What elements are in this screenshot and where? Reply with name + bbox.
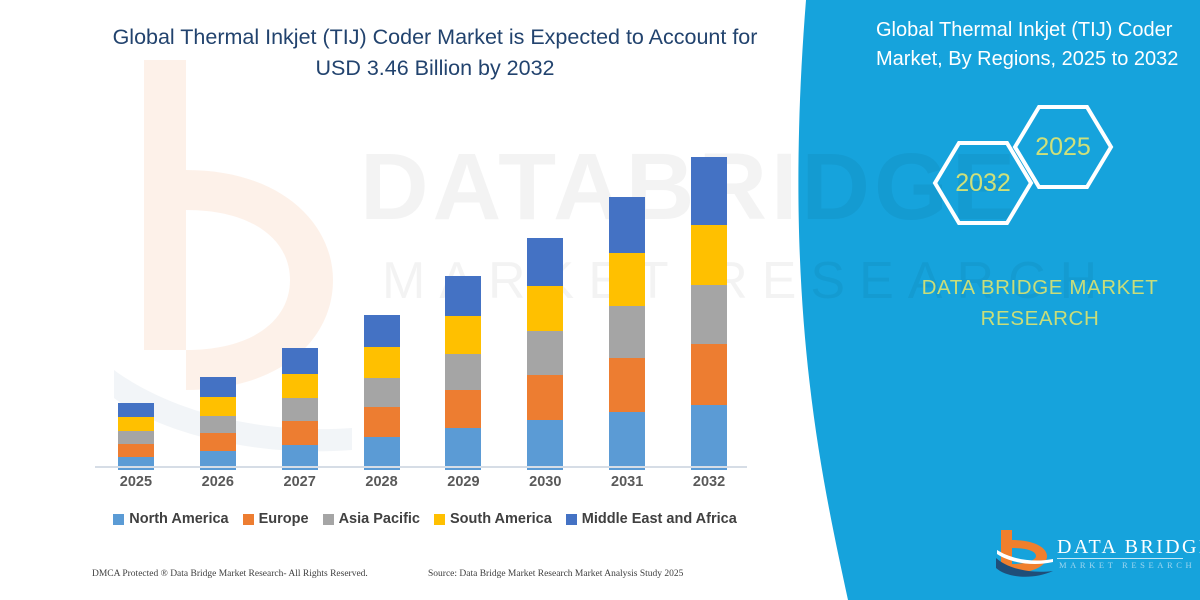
bar-segment-europe bbox=[445, 390, 482, 428]
legend-item-north-america[interactable]: North America bbox=[113, 511, 229, 527]
bar-segment-north-america bbox=[281, 445, 318, 470]
hexagon-2032-label: 2032 bbox=[955, 169, 1011, 197]
legend-swatch-icon bbox=[322, 513, 334, 525]
footer-source: Source: Data Bridge Market Research Mark… bbox=[428, 569, 684, 579]
footer: DMCA Protected ® Data Bridge Market Rese… bbox=[0, 569, 790, 589]
x-axis-label-2027: 2027 bbox=[283, 474, 316, 490]
bar-segment-south-america bbox=[117, 417, 154, 431]
legend-label: Middle East and Africa bbox=[581, 511, 737, 527]
x-axis-line bbox=[95, 466, 747, 468]
bar-segment-europe bbox=[117, 444, 154, 457]
x-axis-label-2025: 2025 bbox=[119, 474, 153, 490]
bar-segment-asia-pacific bbox=[691, 285, 728, 344]
legend-swatch-icon bbox=[242, 513, 254, 525]
legend-item-asia-pacific[interactable]: Asia Pacific bbox=[322, 511, 420, 527]
bar-segment-north-america bbox=[691, 405, 728, 470]
brand-name: DATA BRIDGE MARKET RESEARCH bbox=[921, 276, 1159, 330]
bar-segment-south-america bbox=[363, 347, 400, 378]
bar-segment-middle-east-and-africa bbox=[445, 276, 482, 316]
bar-slot-2027 bbox=[259, 143, 341, 470]
bar-segment-asia-pacific bbox=[363, 378, 400, 407]
bar-slot-2031 bbox=[586, 143, 668, 470]
bar-segment-europe bbox=[609, 358, 646, 412]
x-axis-label-2026: 2026 bbox=[201, 474, 234, 490]
bar-segment-europe bbox=[199, 433, 236, 451]
bar-slot-2025 bbox=[95, 143, 177, 470]
bar-segment-south-america bbox=[445, 316, 482, 354]
bar-segment-middle-east-and-africa bbox=[609, 197, 646, 253]
legend-swatch-icon bbox=[113, 513, 125, 525]
stacked-bar-2029[interactable] bbox=[445, 276, 482, 470]
legend-swatch-icon bbox=[565, 513, 577, 525]
legend-label: North America bbox=[129, 511, 229, 527]
bar-segment-south-america bbox=[527, 286, 564, 331]
logo-sub-text: MARKET RESEARCH bbox=[1059, 560, 1196, 570]
bar-slot-2026 bbox=[177, 143, 259, 470]
bar-segment-middle-east-and-africa bbox=[281, 348, 318, 374]
x-axis-label-2030: 2030 bbox=[529, 474, 562, 490]
bar-segment-north-america bbox=[445, 428, 482, 470]
bar-segment-europe bbox=[281, 421, 318, 445]
bar-segment-asia-pacific bbox=[609, 306, 646, 358]
x-axis-label-2031: 2031 bbox=[611, 474, 644, 490]
x-axis-label-2028: 2028 bbox=[365, 474, 398, 490]
bar-slot-2028 bbox=[341, 143, 423, 470]
bar-segment-south-america bbox=[199, 397, 236, 416]
legend-label: South America bbox=[450, 511, 552, 527]
stacked-bar-2028[interactable] bbox=[363, 315, 400, 470]
bar-segment-north-america bbox=[199, 451, 236, 470]
legend-item-middle-east-and-africa[interactable]: Middle East and Africa bbox=[565, 511, 737, 527]
bar-slot-2030 bbox=[504, 143, 586, 470]
panel-title: Global Thermal Inkjet (TIJ) Coder Market… bbox=[876, 19, 1179, 70]
stacked-bar-2025[interactable] bbox=[117, 403, 154, 470]
bar-segment-middle-east-and-africa bbox=[117, 403, 154, 417]
legend-label: Europe bbox=[258, 511, 309, 527]
chart-legend: North America Europe Asia Pacific South Ame… bbox=[95, 511, 755, 527]
x-axis-label-2029: 2029 bbox=[447, 474, 480, 490]
logo-main-text: DATA BRIDGE bbox=[1057, 536, 1200, 558]
bar-segment-north-america bbox=[609, 412, 646, 470]
bar-segment-north-america bbox=[527, 420, 564, 470]
bar-segment-europe bbox=[527, 375, 564, 420]
bar-segment-asia-pacific bbox=[445, 354, 482, 390]
x-axis-label-2032: 2032 bbox=[692, 474, 726, 490]
page-title: Global Thermal Inkjet (TIJ) Coder Market… bbox=[112, 25, 758, 80]
bar-segment-europe bbox=[691, 344, 728, 405]
stacked-bar-2027[interactable] bbox=[281, 348, 318, 470]
bar-segment-asia-pacific bbox=[117, 431, 154, 444]
bar-segment-north-america bbox=[363, 437, 400, 470]
chart-bars-container bbox=[95, 143, 750, 470]
bar-segment-middle-east-and-africa bbox=[199, 377, 236, 397]
footer-copyright: DMCA Protected ® Data Bridge Market Rese… bbox=[92, 569, 368, 579]
hexagon-2025-label: 2025 bbox=[1035, 133, 1091, 161]
legend-item-south-america[interactable]: South America bbox=[434, 511, 552, 527]
legend-label: Asia Pacific bbox=[338, 511, 420, 527]
stacked-bar-2032[interactable] bbox=[691, 157, 728, 470]
legend-swatch-icon bbox=[434, 513, 445, 525]
data-bridge-logo[interactable]: DATA BRIDGE MARKET RESEARCH bbox=[995, 528, 1200, 584]
bar-segment-south-america bbox=[691, 225, 728, 285]
hexagon-group: 2032 2025 bbox=[915, 95, 1125, 235]
bar-segment-asia-pacific bbox=[199, 416, 236, 433]
bar-segment-south-america bbox=[281, 374, 318, 398]
bar-segment-asia-pacific bbox=[527, 331, 564, 375]
stacked-bar-2030[interactable] bbox=[527, 238, 564, 470]
bar-segment-south-america bbox=[609, 253, 646, 306]
bar-segment-north-america bbox=[117, 457, 154, 470]
stacked-bar-2026[interactable] bbox=[199, 377, 236, 470]
bar-slot-2032 bbox=[668, 143, 750, 470]
bar-segment-europe bbox=[363, 407, 400, 437]
bar-segment-asia-pacific bbox=[281, 398, 318, 421]
legend-item-europe[interactable]: Europe bbox=[242, 511, 309, 527]
bar-segment-middle-east-and-africa bbox=[527, 238, 564, 286]
bar-segment-middle-east-and-africa bbox=[363, 315, 400, 347]
data-bridge-mark-icon bbox=[996, 530, 1053, 577]
bar-slot-2029 bbox=[423, 143, 505, 470]
stacked-bar-2031[interactable] bbox=[609, 197, 646, 470]
bar-segment-middle-east-and-africa bbox=[691, 157, 728, 225]
stacked-bar-chart bbox=[95, 140, 750, 470]
x-axis-labels: 2025 2026 2027 2028 2029 2030 2031 2032 bbox=[95, 474, 750, 490]
